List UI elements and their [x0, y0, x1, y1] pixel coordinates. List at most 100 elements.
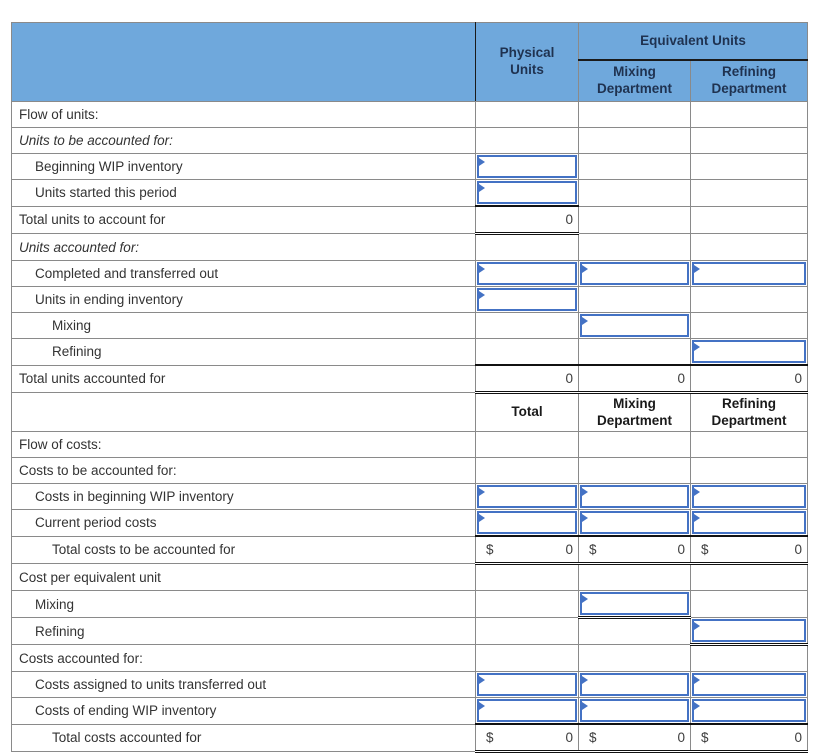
answer-input[interactable] [477, 155, 577, 178]
empty-cell [578, 205, 691, 234]
answer-marker-icon [582, 514, 588, 522]
row-label: Completed and transferred out [11, 260, 476, 287]
answer-marker-icon [479, 488, 485, 496]
answer-input[interactable] [692, 340, 807, 363]
answer-marker-icon [479, 158, 485, 166]
answer-input[interactable] [692, 619, 807, 642]
answer-cell [689, 671, 809, 698]
cost-header-row: Total Mixing Department Refining Departm… [11, 392, 809, 432]
answer-cell [578, 697, 691, 725]
cost-header-mixing-department: Mixing Department [578, 392, 691, 432]
table-row: Total costs to be accounted for $0 $0 $0 [11, 535, 809, 565]
answer-input[interactable] [477, 288, 577, 311]
empty-cell [578, 233, 691, 261]
cost-header-refining-department: Refining Department [689, 392, 809, 432]
total-value: 0 [565, 542, 573, 557]
row-label: Costs assigned to units transferred out [11, 671, 476, 698]
answer-marker-icon [479, 291, 485, 299]
table-row: Completed and transferred out [11, 260, 809, 287]
answer-input[interactable] [692, 262, 807, 285]
cost-header-spacer [11, 392, 476, 432]
answer-input[interactable] [580, 262, 689, 285]
empty-cell [689, 179, 809, 207]
empty-cell [475, 233, 579, 261]
answer-marker-icon [694, 265, 700, 273]
header-label-spacer [11, 22, 476, 102]
answer-input[interactable] [580, 314, 689, 337]
answer-input[interactable] [580, 485, 689, 508]
empty-cell [578, 286, 691, 313]
row-label: Total units to account for [11, 205, 476, 234]
row-label: Refining [11, 617, 476, 645]
empty-cell [475, 101, 579, 128]
table-row: Units accounted for: [11, 233, 809, 261]
table-row: Units started this period [11, 179, 809, 207]
answer-input[interactable] [580, 699, 689, 722]
total-money-cell: $0 [578, 723, 691, 753]
table-row: Flow of units: [11, 101, 809, 128]
row-label: Units accounted for: [11, 233, 476, 261]
row-label: Units started this period [11, 179, 476, 207]
answer-input[interactable] [580, 511, 689, 534]
answer-marker-icon [694, 702, 700, 710]
answer-marker-icon [694, 622, 700, 630]
answer-marker-icon [582, 702, 588, 710]
total-value: 0 [677, 542, 685, 557]
header-mixing-department: Mixing Department [578, 59, 691, 102]
row-label: Cost per equivalent unit [11, 563, 476, 591]
empty-cell [475, 457, 579, 484]
answer-input[interactable] [580, 673, 689, 696]
cost-header-total: Total [475, 392, 579, 432]
header-equivalent-units: Equivalent Units [577, 22, 809, 61]
answer-marker-icon [694, 676, 700, 684]
answer-input[interactable] [477, 699, 577, 722]
header-physical-units: Physical Units [475, 22, 579, 102]
empty-cell [578, 101, 691, 128]
row-label: Costs of ending WIP inventory [11, 697, 476, 725]
answer-input[interactable] [477, 262, 577, 285]
answer-input[interactable] [692, 485, 807, 508]
row-label: Costs in beginning WIP inventory [11, 483, 476, 510]
table-row: Costs accounted for: [11, 644, 809, 672]
row-label: Mixing [11, 312, 476, 339]
answer-input[interactable] [692, 699, 807, 722]
answer-cell [689, 338, 809, 366]
answer-input[interactable] [692, 673, 807, 696]
empty-cell [689, 286, 809, 313]
empty-cell [475, 338, 579, 366]
table-row: Costs assigned to units transferred out [11, 671, 809, 698]
table-row: Cost per equivalent unit [11, 563, 809, 591]
cost-rows: Flow of costs: Costs to be accounted for:… [11, 431, 809, 753]
answer-input[interactable] [477, 673, 577, 696]
total-money-cell: $0 [578, 535, 691, 565]
empty-cell [475, 590, 579, 618]
answer-marker-icon [582, 317, 588, 325]
empty-cell [578, 431, 691, 458]
total-value: 0 [475, 364, 579, 394]
answer-cell [578, 260, 691, 287]
answer-input[interactable] [692, 511, 807, 534]
empty-cell [475, 312, 579, 339]
answer-cell [475, 179, 579, 207]
production-cost-report-table: Physical Units Equivalent Units Mixing D… [11, 22, 809, 753]
table-row: Costs to be accounted for: [11, 457, 809, 484]
answer-marker-icon [694, 514, 700, 522]
row-label: Total costs to be accounted for [11, 535, 476, 564]
total-value: 0 [475, 205, 579, 235]
total-value: 0 [565, 730, 573, 745]
answer-cell [689, 697, 809, 725]
answer-input[interactable] [580, 592, 689, 615]
row-label: Mixing [11, 590, 476, 618]
answer-input[interactable] [477, 485, 577, 508]
row-label: Total units accounted for [11, 364, 476, 393]
answer-marker-icon [694, 343, 700, 351]
answer-marker-icon [479, 184, 485, 192]
empty-cell [578, 617, 691, 645]
answer-input[interactable] [477, 511, 577, 534]
answer-input[interactable] [477, 181, 577, 204]
table-row: Costs of ending WIP inventory [11, 697, 809, 725]
currency-symbol: $ [486, 542, 494, 557]
empty-cell [689, 205, 809, 234]
total-money-cell: $0 [689, 535, 809, 565]
empty-cell [475, 431, 579, 458]
